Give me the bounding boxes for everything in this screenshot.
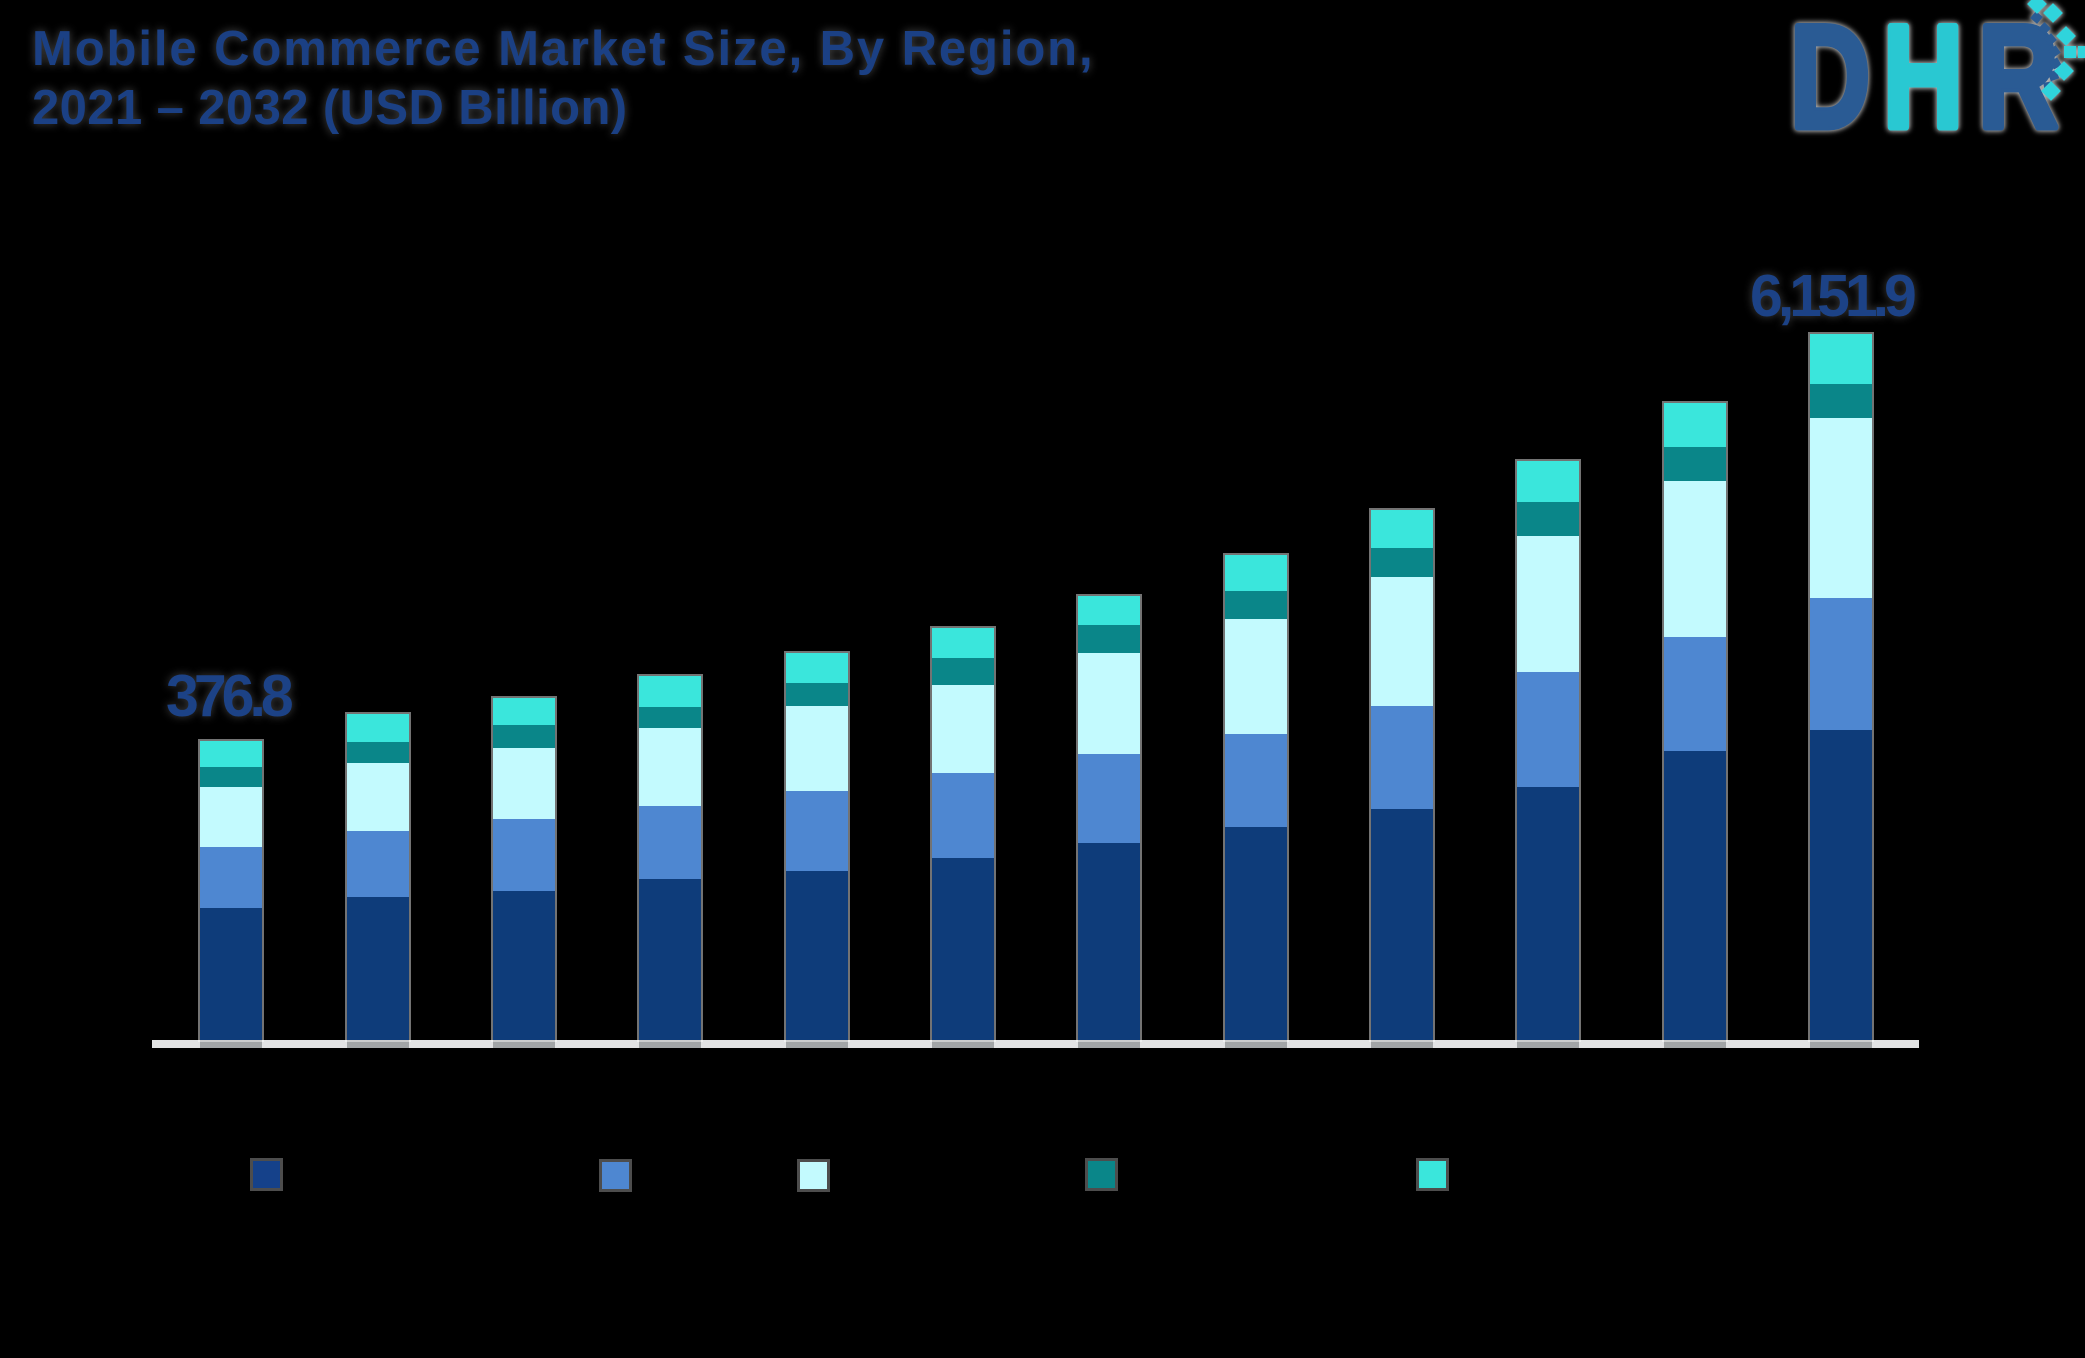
svg-text:H: H [1883,0,1963,159]
svg-text:D: D [1790,0,1870,159]
